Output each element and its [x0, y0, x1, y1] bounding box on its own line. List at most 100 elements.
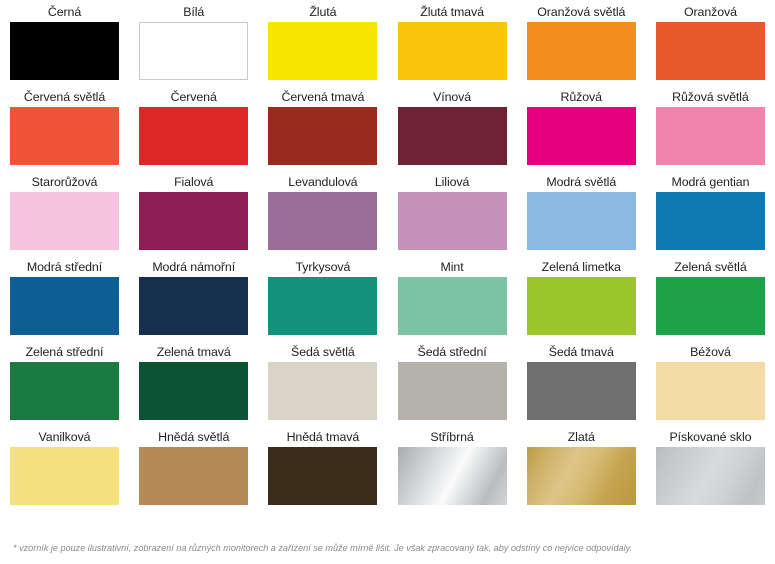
swatch-color-chip[interactable] [10, 362, 119, 420]
swatch-color-chip[interactable] [655, 447, 765, 505]
footer-disclaimer: * vzorník je pouze ilustrativní, zobraze… [13, 543, 633, 553]
swatch-color-chip[interactable] [139, 362, 249, 420]
swatch-color-chip[interactable] [10, 277, 119, 335]
swatch-cell[interactable]: Modrá světlá [517, 170, 646, 255]
swatch-cell[interactable]: Vínová [388, 85, 517, 170]
swatch-cell[interactable]: Růžová [517, 85, 646, 170]
swatch-cell[interactable]: Oranžová [646, 0, 775, 85]
swatch-cell[interactable]: Šedá tmavá [517, 340, 646, 425]
swatch-color-chip[interactable] [10, 447, 119, 505]
swatch-cell[interactable]: Červená [129, 85, 258, 170]
swatch-label: Šedá tmavá [548, 345, 614, 359]
swatch-color-chip[interactable] [397, 362, 507, 420]
swatch-cell[interactable]: Šedá střední [388, 340, 517, 425]
swatch-label: Bílá [183, 5, 205, 19]
swatch-cell[interactable]: Hnědá tmavá [258, 425, 387, 510]
swatch-cell[interactable]: Modrá gentian [646, 170, 775, 255]
swatch-label: Modrá námořní [152, 260, 236, 274]
swatch-label: Fialová [174, 175, 214, 189]
swatch-color-chip[interactable] [10, 192, 119, 250]
swatch-cell[interactable]: Hnědá světlá [129, 425, 258, 510]
swatch-cell[interactable]: Tyrkysová [258, 255, 387, 340]
swatch-label: Hnědá světlá [158, 430, 230, 444]
swatch-label: Mint [440, 260, 464, 274]
swatch-cell[interactable]: Šedá světlá [258, 340, 387, 425]
swatch-label: Modrá gentian [671, 175, 750, 189]
swatch-cell[interactable]: Růžová světlá [646, 85, 775, 170]
swatch-cell[interactable]: Fialová [129, 170, 258, 255]
swatch-label: Hnědá tmavá [286, 430, 360, 444]
swatch-cell[interactable]: Levandulová [258, 170, 387, 255]
swatch-cell[interactable]: Pískované sklo [646, 425, 775, 510]
swatch-label: Šedá světlá [291, 345, 355, 359]
swatch-color-chip[interactable] [526, 447, 636, 505]
swatch-label: Zelená limetka [541, 260, 621, 274]
swatch-cell[interactable]: Zelená světlá [646, 255, 775, 340]
swatch-color-chip[interactable] [526, 107, 636, 165]
swatch-cell[interactable]: Červená tmavá [258, 85, 387, 170]
swatch-cell[interactable]: Zlatá [517, 425, 646, 510]
swatch-color-chip[interactable] [397, 447, 507, 505]
swatch-cell[interactable]: Liliová [388, 170, 517, 255]
swatch-cell[interactable]: Béžová [646, 340, 775, 425]
swatch-cell[interactable]: Zelená limetka [517, 255, 646, 340]
swatch-label: Vanilková [38, 430, 91, 444]
swatch-cell[interactable]: Žlutá [258, 0, 387, 85]
swatch-color-chip[interactable] [526, 362, 636, 420]
swatch-label: Růžová [560, 90, 603, 104]
swatch-color-chip[interactable] [139, 192, 249, 250]
swatch-label: Modrá světlá [546, 175, 617, 189]
swatch-color-chip[interactable] [268, 22, 378, 80]
swatch-cell[interactable]: Starorůžová [0, 170, 129, 255]
swatch-color-chip[interactable] [526, 22, 636, 80]
swatch-label: Žlutá tmavá [420, 5, 484, 19]
swatch-color-chip[interactable] [655, 277, 765, 335]
swatch-cell[interactable]: Bílá [129, 0, 258, 85]
swatch-cell[interactable]: Zelená střední [0, 340, 129, 425]
swatch-label: Zelená tmavá [156, 345, 231, 359]
swatch-color-chip[interactable] [526, 192, 636, 250]
swatch-color-chip[interactable] [268, 447, 378, 505]
swatch-label: Červená světlá [23, 90, 106, 104]
swatch-color-chip[interactable] [139, 277, 249, 335]
swatch-cell[interactable]: Červená světlá [0, 85, 129, 170]
swatch-label: Stříbrná [430, 430, 474, 444]
swatch-label: Žlutá [309, 5, 337, 19]
swatch-color-chip[interactable] [268, 107, 378, 165]
swatch-label: Béžová [690, 345, 731, 359]
swatch-cell[interactable]: Modrá střední [0, 255, 129, 340]
swatch-color-chip[interactable] [655, 362, 765, 420]
swatch-color-chip[interactable] [10, 107, 119, 165]
swatch-color-chip[interactable] [268, 362, 378, 420]
swatch-color-chip[interactable] [655, 107, 765, 165]
swatch-cell[interactable]: Zelená tmavá [129, 340, 258, 425]
swatch-color-chip[interactable] [268, 277, 378, 335]
swatch-label: Červená [170, 90, 217, 104]
swatch-color-chip[interactable] [268, 192, 378, 250]
swatch-label: Vínová [433, 90, 472, 104]
swatch-color-chip[interactable] [397, 192, 507, 250]
swatch-cell[interactable]: Černá [0, 0, 129, 85]
swatch-cell[interactable]: Vanilková [0, 425, 129, 510]
swatch-cell[interactable]: Žlutá tmavá [388, 0, 517, 85]
swatch-color-chip[interactable] [655, 22, 765, 80]
swatch-color-chip[interactable] [397, 277, 507, 335]
swatch-label: Tyrkysová [295, 260, 351, 274]
swatch-cell[interactable]: Stříbrná [388, 425, 517, 510]
swatch-color-chip[interactable] [139, 107, 249, 165]
swatch-cell[interactable]: Oranžová světlá [517, 0, 646, 85]
swatch-label: Liliová [434, 175, 470, 189]
swatch-color-chip[interactable] [139, 22, 249, 80]
swatch-color-chip[interactable] [10, 22, 119, 80]
swatch-cell[interactable]: Modrá námořní [129, 255, 258, 340]
swatch-label: Oranžová [683, 5, 737, 19]
swatch-label: Červená tmavá [281, 90, 365, 104]
swatch-color-chip[interactable] [139, 447, 249, 505]
swatch-color-chip[interactable] [397, 22, 507, 80]
swatch-label: Zlatá [567, 430, 595, 444]
swatch-color-chip[interactable] [526, 277, 636, 335]
swatch-cell[interactable]: Mint [388, 255, 517, 340]
swatch-color-chip[interactable] [397, 107, 507, 165]
swatch-label: Modrá střední [26, 260, 103, 274]
swatch-color-chip[interactable] [655, 192, 765, 250]
